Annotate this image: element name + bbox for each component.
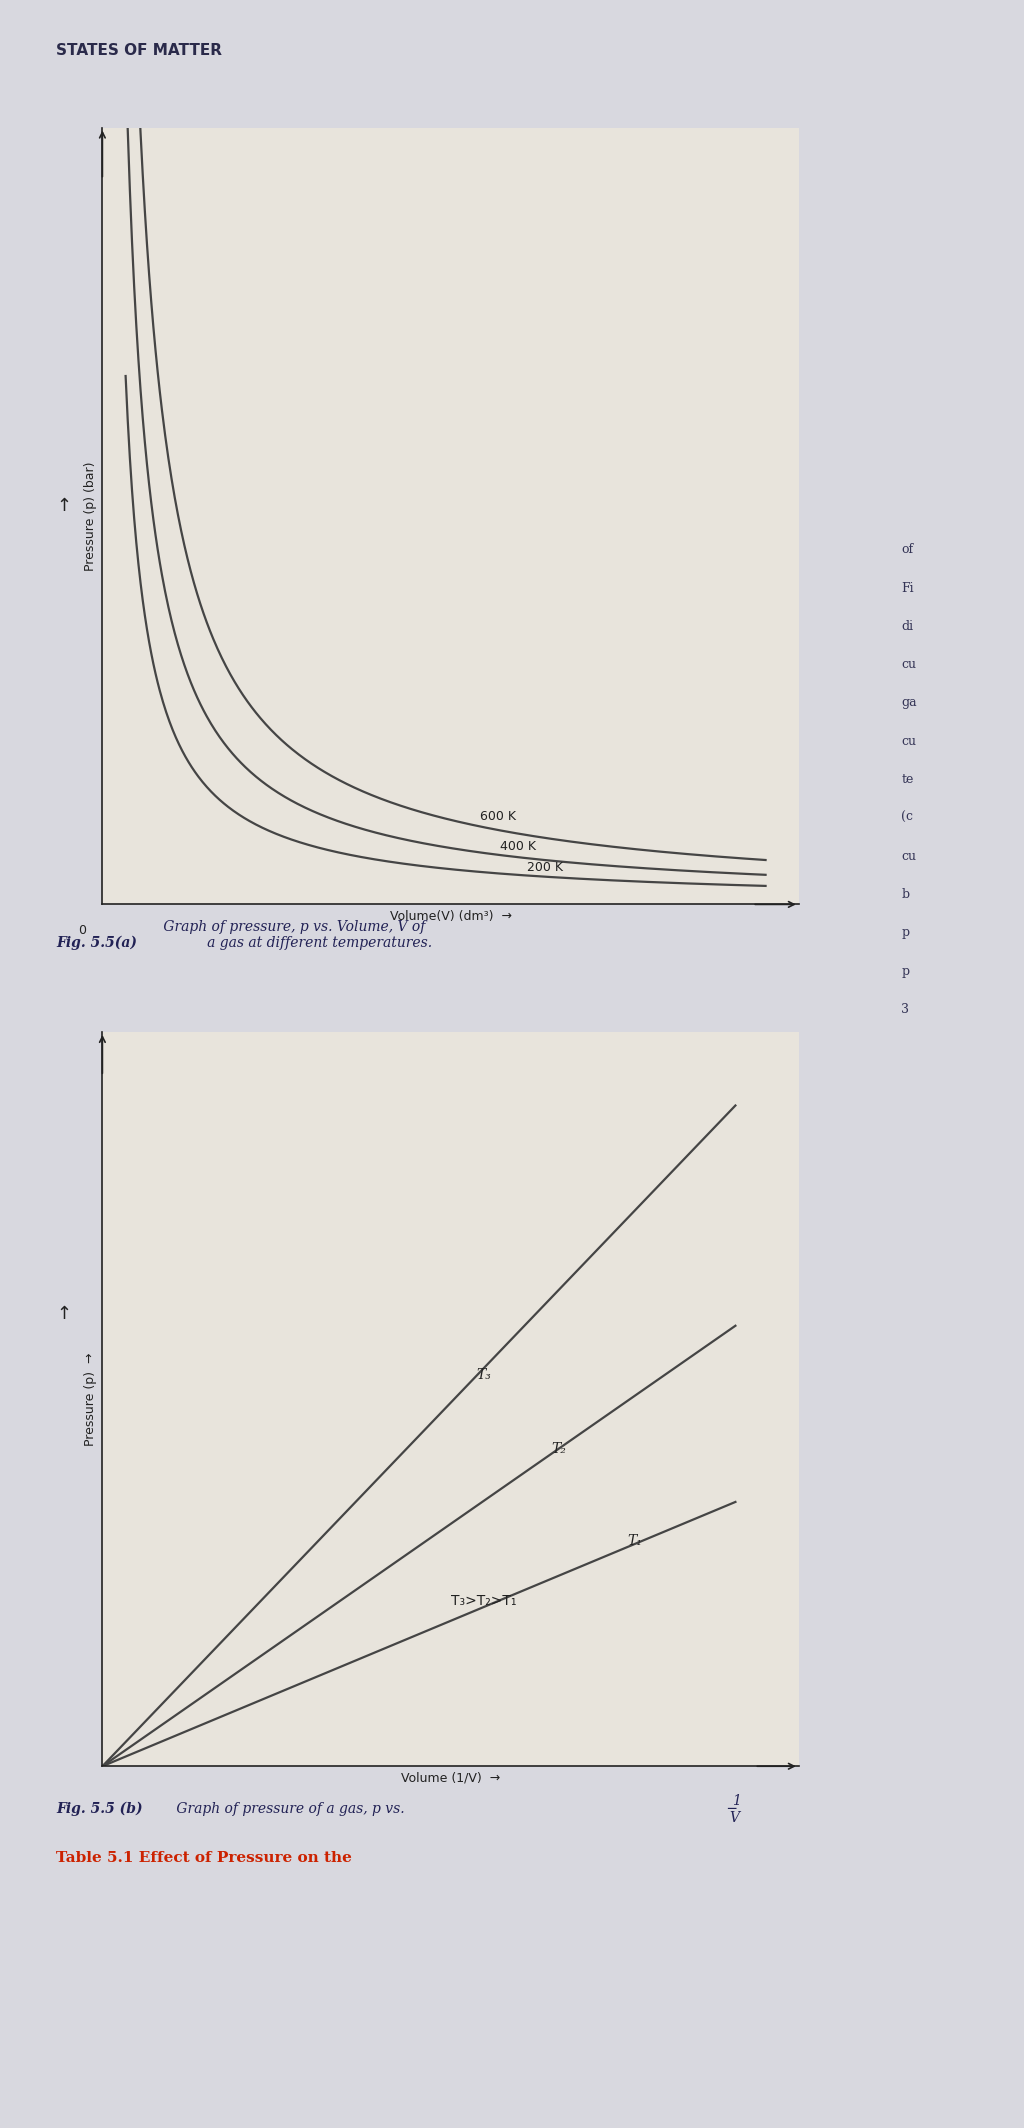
Y-axis label: Pressure (p) (bar): Pressure (p) (bar) — [84, 462, 97, 570]
Text: 200 K: 200 K — [526, 862, 563, 875]
Text: ↑: ↑ — [56, 1304, 71, 1324]
Text: ─: ─ — [727, 1802, 735, 1815]
Text: ga: ga — [901, 696, 916, 709]
Text: of: of — [901, 543, 913, 555]
Text: Table 5.1 Effect of Pressure on the: Table 5.1 Effect of Pressure on the — [56, 1851, 352, 1864]
Text: p: p — [901, 926, 909, 938]
Text: T₁: T₁ — [628, 1534, 643, 1547]
Text: V: V — [729, 1811, 739, 1824]
Text: T₃>T₂>T₁: T₃>T₂>T₁ — [451, 1594, 516, 1609]
Text: Graph of pressure, p vs. Volume, V of
           a gas at different temperatures: Graph of pressure, p vs. Volume, V of a … — [159, 919, 432, 949]
Text: cu: cu — [901, 658, 916, 670]
Text: STATES OF MATTER: STATES OF MATTER — [56, 43, 222, 57]
Text: Fig. 5.5(a): Fig. 5.5(a) — [56, 936, 137, 949]
Text: b: b — [901, 887, 909, 900]
Text: te: te — [901, 772, 913, 785]
Text: p: p — [901, 964, 909, 977]
X-axis label: Volume(V) (dm³)  →: Volume(V) (dm³) → — [389, 911, 512, 924]
Text: 3: 3 — [901, 1002, 909, 1015]
X-axis label: Volume (1/V)  →: Volume (1/V) → — [401, 1773, 500, 1785]
Text: 1: 1 — [732, 1794, 741, 1807]
Text: 0: 0 — [79, 924, 86, 936]
Text: Fi: Fi — [901, 581, 913, 594]
Text: T₂: T₂ — [552, 1443, 566, 1456]
Text: (c: (c — [901, 811, 913, 824]
Text: Graph of pressure of a gas, p vs.: Graph of pressure of a gas, p vs. — [172, 1802, 409, 1815]
Text: T₃: T₃ — [476, 1368, 490, 1381]
Text: cu: cu — [901, 734, 916, 747]
Text: ↑: ↑ — [56, 496, 71, 515]
Y-axis label: Pressure (p)  →: Pressure (p) → — [84, 1353, 97, 1445]
Text: 400 K: 400 K — [501, 841, 537, 853]
Text: 600 K: 600 K — [480, 811, 516, 824]
Text: cu: cu — [901, 849, 916, 862]
Text: di: di — [901, 619, 913, 632]
Text: Fig. 5.5 (b): Fig. 5.5 (b) — [56, 1802, 143, 1815]
